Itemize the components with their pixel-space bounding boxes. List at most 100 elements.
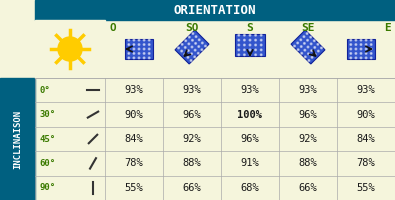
Text: 30°: 30° — [39, 110, 55, 119]
Circle shape — [304, 49, 306, 51]
Circle shape — [128, 39, 130, 41]
Circle shape — [255, 34, 256, 36]
Circle shape — [355, 57, 357, 59]
Circle shape — [355, 48, 357, 50]
Circle shape — [303, 36, 305, 37]
Bar — [35, 0, 395, 20]
Circle shape — [138, 44, 140, 45]
Circle shape — [365, 57, 367, 59]
Circle shape — [244, 49, 245, 51]
Circle shape — [310, 36, 312, 38]
Circle shape — [187, 57, 189, 58]
Text: O: O — [109, 23, 116, 33]
Circle shape — [128, 53, 130, 54]
Circle shape — [149, 53, 150, 54]
Circle shape — [143, 39, 145, 41]
Text: 93%: 93% — [182, 85, 201, 95]
Circle shape — [138, 53, 140, 54]
Circle shape — [355, 39, 357, 41]
Circle shape — [350, 57, 352, 59]
Circle shape — [360, 48, 362, 50]
Polygon shape — [347, 39, 375, 59]
Circle shape — [314, 53, 316, 55]
Circle shape — [314, 47, 316, 48]
Circle shape — [201, 42, 203, 44]
Circle shape — [297, 49, 299, 50]
Circle shape — [238, 34, 240, 36]
Circle shape — [205, 45, 206, 47]
Circle shape — [308, 60, 310, 61]
Circle shape — [128, 57, 130, 59]
Circle shape — [371, 44, 372, 45]
Circle shape — [195, 36, 197, 37]
Circle shape — [133, 53, 135, 54]
Circle shape — [185, 40, 186, 42]
Circle shape — [188, 43, 190, 45]
Circle shape — [355, 44, 357, 45]
Polygon shape — [291, 30, 325, 64]
Text: 78%: 78% — [357, 158, 375, 168]
Polygon shape — [125, 39, 153, 59]
Circle shape — [244, 39, 245, 41]
Text: 45°: 45° — [39, 134, 55, 144]
Text: 96%: 96% — [241, 134, 260, 144]
Text: 88%: 88% — [182, 158, 201, 168]
Circle shape — [350, 53, 352, 54]
Text: 93%: 93% — [299, 85, 317, 95]
Circle shape — [133, 39, 135, 41]
Circle shape — [260, 34, 262, 36]
Circle shape — [188, 36, 190, 38]
Text: S: S — [246, 23, 253, 33]
Circle shape — [371, 39, 372, 41]
Circle shape — [192, 39, 193, 41]
Circle shape — [321, 47, 322, 49]
Circle shape — [149, 39, 150, 41]
Circle shape — [244, 34, 245, 36]
Circle shape — [133, 57, 135, 59]
Circle shape — [194, 56, 196, 58]
Text: 55%: 55% — [125, 183, 143, 193]
Circle shape — [138, 39, 140, 41]
Circle shape — [255, 49, 256, 51]
Circle shape — [143, 48, 145, 50]
Text: 93%: 93% — [241, 85, 260, 95]
Circle shape — [184, 53, 186, 55]
Circle shape — [255, 39, 256, 41]
Text: 92%: 92% — [299, 134, 317, 144]
Text: 92%: 92% — [182, 134, 201, 144]
Text: 84%: 84% — [125, 134, 143, 144]
Circle shape — [181, 44, 183, 45]
Text: 60°: 60° — [39, 159, 55, 168]
Text: 66%: 66% — [182, 183, 201, 193]
Circle shape — [128, 44, 130, 45]
Circle shape — [307, 39, 308, 41]
Circle shape — [58, 37, 82, 61]
Text: 90%: 90% — [357, 110, 375, 120]
Circle shape — [371, 53, 372, 54]
Circle shape — [191, 53, 192, 55]
Text: 91%: 91% — [241, 158, 260, 168]
Text: ORIENTATION: ORIENTATION — [174, 3, 256, 17]
Circle shape — [360, 39, 362, 41]
Circle shape — [188, 50, 189, 51]
Circle shape — [143, 44, 145, 45]
Text: 96%: 96% — [299, 110, 317, 120]
Circle shape — [198, 39, 200, 41]
Text: E: E — [384, 23, 391, 33]
Circle shape — [238, 44, 240, 46]
Circle shape — [255, 44, 256, 46]
Circle shape — [360, 44, 362, 45]
Text: 90%: 90% — [125, 110, 143, 120]
Circle shape — [192, 33, 194, 34]
Text: 90°: 90° — [39, 183, 55, 192]
Circle shape — [190, 60, 192, 61]
Circle shape — [195, 43, 196, 44]
Text: 93%: 93% — [125, 85, 143, 95]
Circle shape — [143, 57, 145, 59]
Text: INCLINAISON: INCLINAISON — [13, 109, 22, 169]
Circle shape — [249, 49, 251, 51]
Circle shape — [149, 44, 150, 45]
Circle shape — [350, 48, 352, 50]
Circle shape — [249, 34, 251, 36]
Circle shape — [305, 56, 306, 58]
